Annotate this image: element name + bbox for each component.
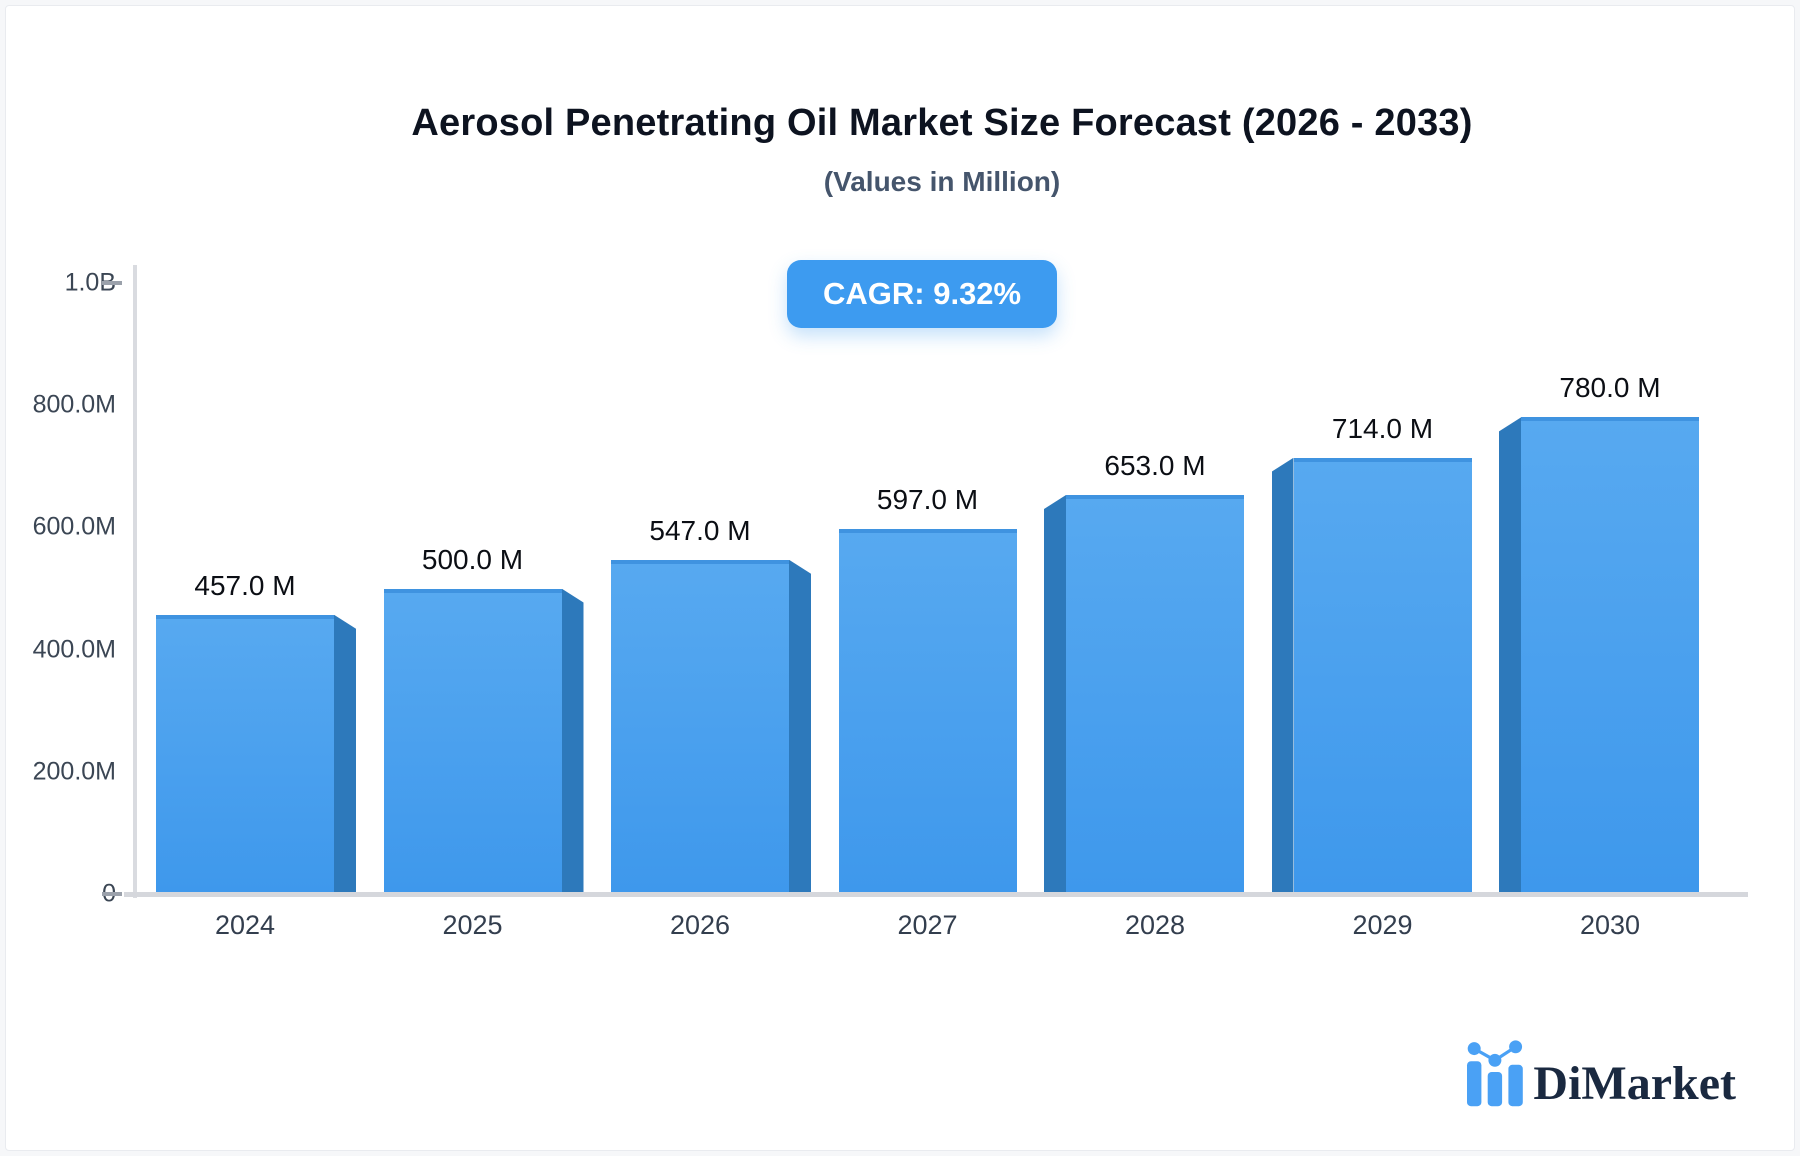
bar-2027 xyxy=(838,529,1017,894)
y-axis-tick-label: 200.0M xyxy=(32,757,116,786)
bar-value-label: 597.0 M xyxy=(876,484,979,516)
chart-subtitle: (Values in Million) xyxy=(823,166,1061,197)
bar-2024 xyxy=(156,614,334,894)
y-axis-tick-label: 800.0M xyxy=(32,390,116,419)
x-axis-label: 2028 xyxy=(1124,910,1186,940)
y-axis-tick-label: 0 xyxy=(6,880,116,909)
bar-3d-side xyxy=(561,588,584,894)
bar-3d-side xyxy=(1044,495,1066,894)
brand-name: DiMarket xyxy=(1533,1057,1736,1110)
bar-3d-side xyxy=(789,559,811,894)
bar-value-label: 457.0 M xyxy=(194,569,296,601)
y-axis-line xyxy=(133,265,137,898)
bar-2026 xyxy=(611,559,789,894)
cagr-badge: CAGR: 9.32% xyxy=(787,260,1058,328)
bar-2029 xyxy=(1293,457,1472,894)
x-axis-label: 2024 xyxy=(214,910,276,940)
bar-3d-side xyxy=(334,614,356,894)
x-axis-label: 2030 xyxy=(1579,910,1641,940)
bar-value-label: 653.0 M xyxy=(1104,450,1206,482)
y-axis-tick-label: 1.0B xyxy=(64,268,116,297)
dimarket-logo: DiMarket xyxy=(1463,1036,1736,1108)
bar-3d-side xyxy=(1499,417,1521,894)
bar-chart-plot-area: 1.0B 800.0M 600.0M 400.0M 200.0M 0 457.0 M 2024… xyxy=(6,6,1794,1150)
bar-3d-side xyxy=(1271,457,1294,894)
bar-value-label: 780.0 M xyxy=(1559,372,1661,404)
chart-card: Aerosol Penetrating Oil Market Size Fore… xyxy=(5,5,1795,1151)
y-axis-tick-mark xyxy=(102,892,122,896)
y-axis-tick-label: 400.0M xyxy=(32,635,116,664)
bar-value-label: 547.0 M xyxy=(649,514,751,546)
bar-chart-logo-icon xyxy=(1463,1036,1525,1108)
x-axis-line xyxy=(124,892,1748,897)
chart-title: Aerosol Penetrating Oil Market Size Fore… xyxy=(411,102,1473,144)
bar-2025 xyxy=(383,588,562,894)
x-axis-label: 2026 xyxy=(669,910,731,940)
bar-value-label: 714.0 M xyxy=(1331,412,1434,444)
bar-2028 xyxy=(1066,495,1244,894)
y-axis-tick-mark xyxy=(102,281,122,285)
x-axis-label: 2027 xyxy=(897,910,958,940)
bar-2030 xyxy=(1521,417,1699,894)
x-axis-label: 2025 xyxy=(442,910,503,940)
x-axis-label: 2029 xyxy=(1352,910,1413,940)
y-axis-tick-label: 600.0M xyxy=(32,512,116,541)
bar-value-label: 500.0 M xyxy=(421,543,524,575)
